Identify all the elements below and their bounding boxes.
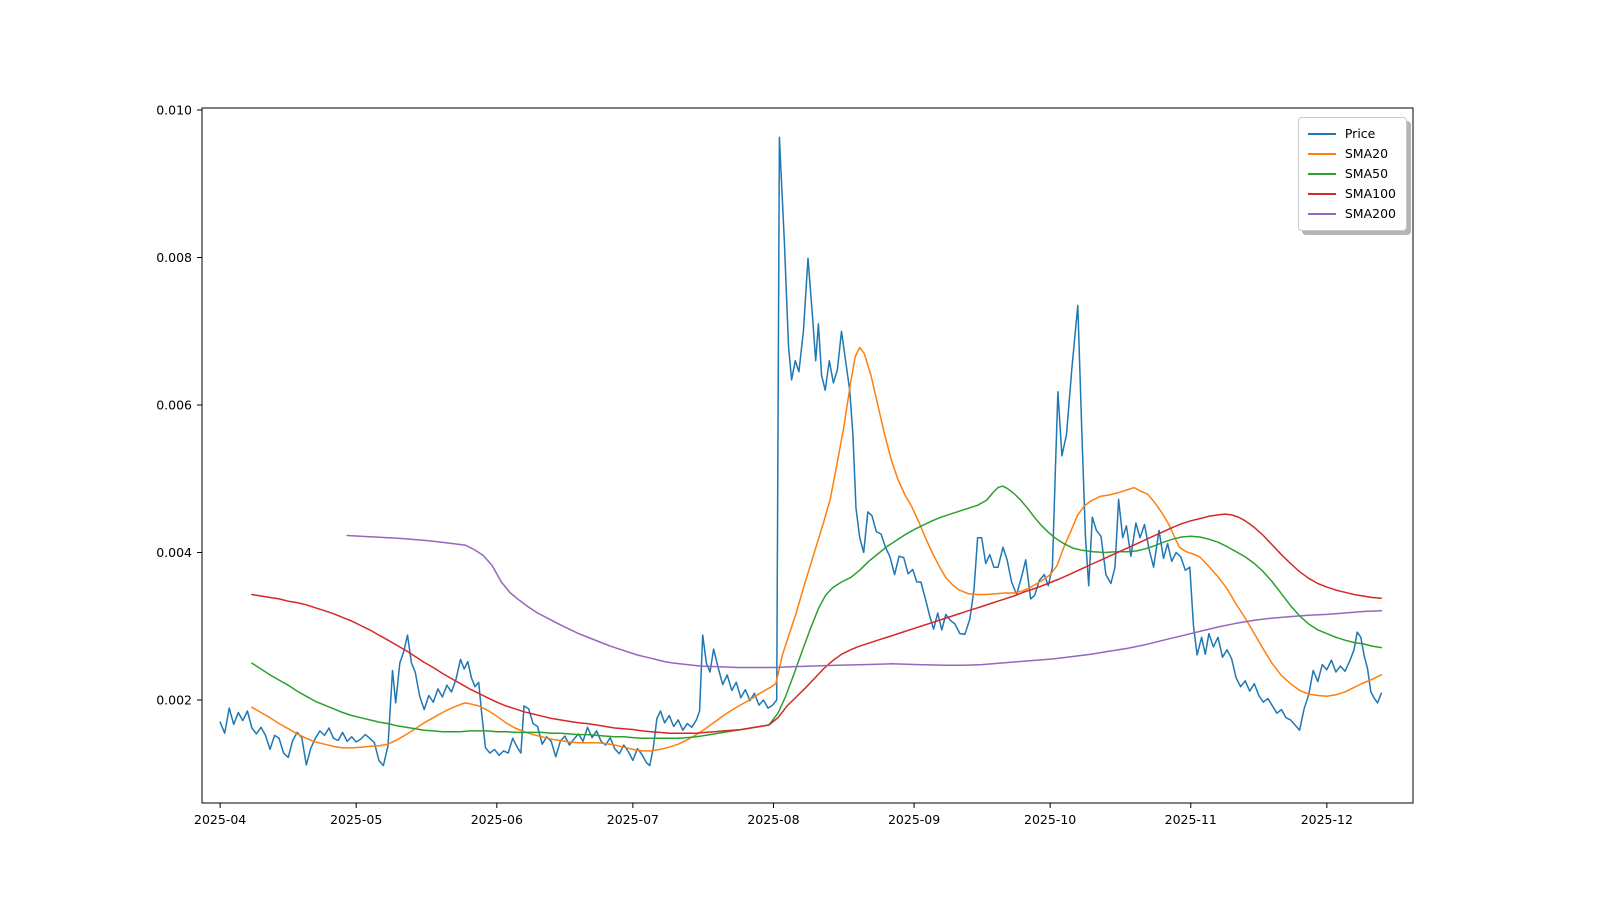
legend-label-sma20: SMA20 [1344, 146, 1389, 161]
plot-series [219, 136, 1383, 767]
plot-border [201, 107, 1414, 804]
sma100-line-swatch [1307, 193, 1336, 195]
legend-item-sma100: SMA100 [1307, 184, 1396, 204]
sma200-line [346, 534, 1383, 669]
x-tick-label: 2025-12 [1301, 812, 1353, 827]
x-tick-label: 2025-10 [1024, 812, 1076, 827]
sma50-line [251, 485, 1383, 740]
y-tick-label: 0.006 [156, 397, 192, 412]
sma50-line-swatch [1307, 173, 1336, 175]
y-tick-label: 0.010 [156, 102, 192, 117]
legend-item-sma200: SMA200 [1307, 204, 1396, 224]
legend-item-sma20: SMA20 [1307, 144, 1396, 164]
legend-label-sma50: SMA50 [1344, 166, 1389, 181]
sma20-line-swatch [1307, 153, 1336, 155]
legend-item-price: Price [1307, 124, 1396, 144]
x-tick-label: 2025-06 [471, 812, 523, 827]
x-tick-label: 2025-09 [888, 812, 940, 827]
legend-label-sma100: SMA100 [1344, 186, 1396, 201]
x-tick-label: 2025-08 [747, 812, 799, 827]
legend-item-sma50: SMA50 [1307, 164, 1396, 184]
price-line [219, 136, 1383, 767]
x-tick-label: 2025-04 [194, 812, 246, 827]
x-tick-label: 2025-11 [1165, 812, 1217, 827]
y-tick-label: 0.004 [156, 545, 192, 560]
legend: Price SMA20 SMA50 SMA100 SMA200 [1297, 117, 1407, 231]
sma100-line [251, 513, 1383, 734]
y-tick-label: 0.002 [156, 692, 192, 707]
legend-label-price: Price [1344, 126, 1376, 141]
legend-label-sma200: SMA200 [1344, 206, 1396, 221]
sma200-line-swatch [1307, 213, 1336, 215]
x-tick-label: 2025-05 [330, 812, 382, 827]
x-tick-label: 2025-07 [607, 812, 659, 827]
sma20-line [251, 346, 1383, 752]
price-line-swatch [1307, 133, 1336, 135]
y-tick-label: 0.008 [156, 250, 192, 265]
